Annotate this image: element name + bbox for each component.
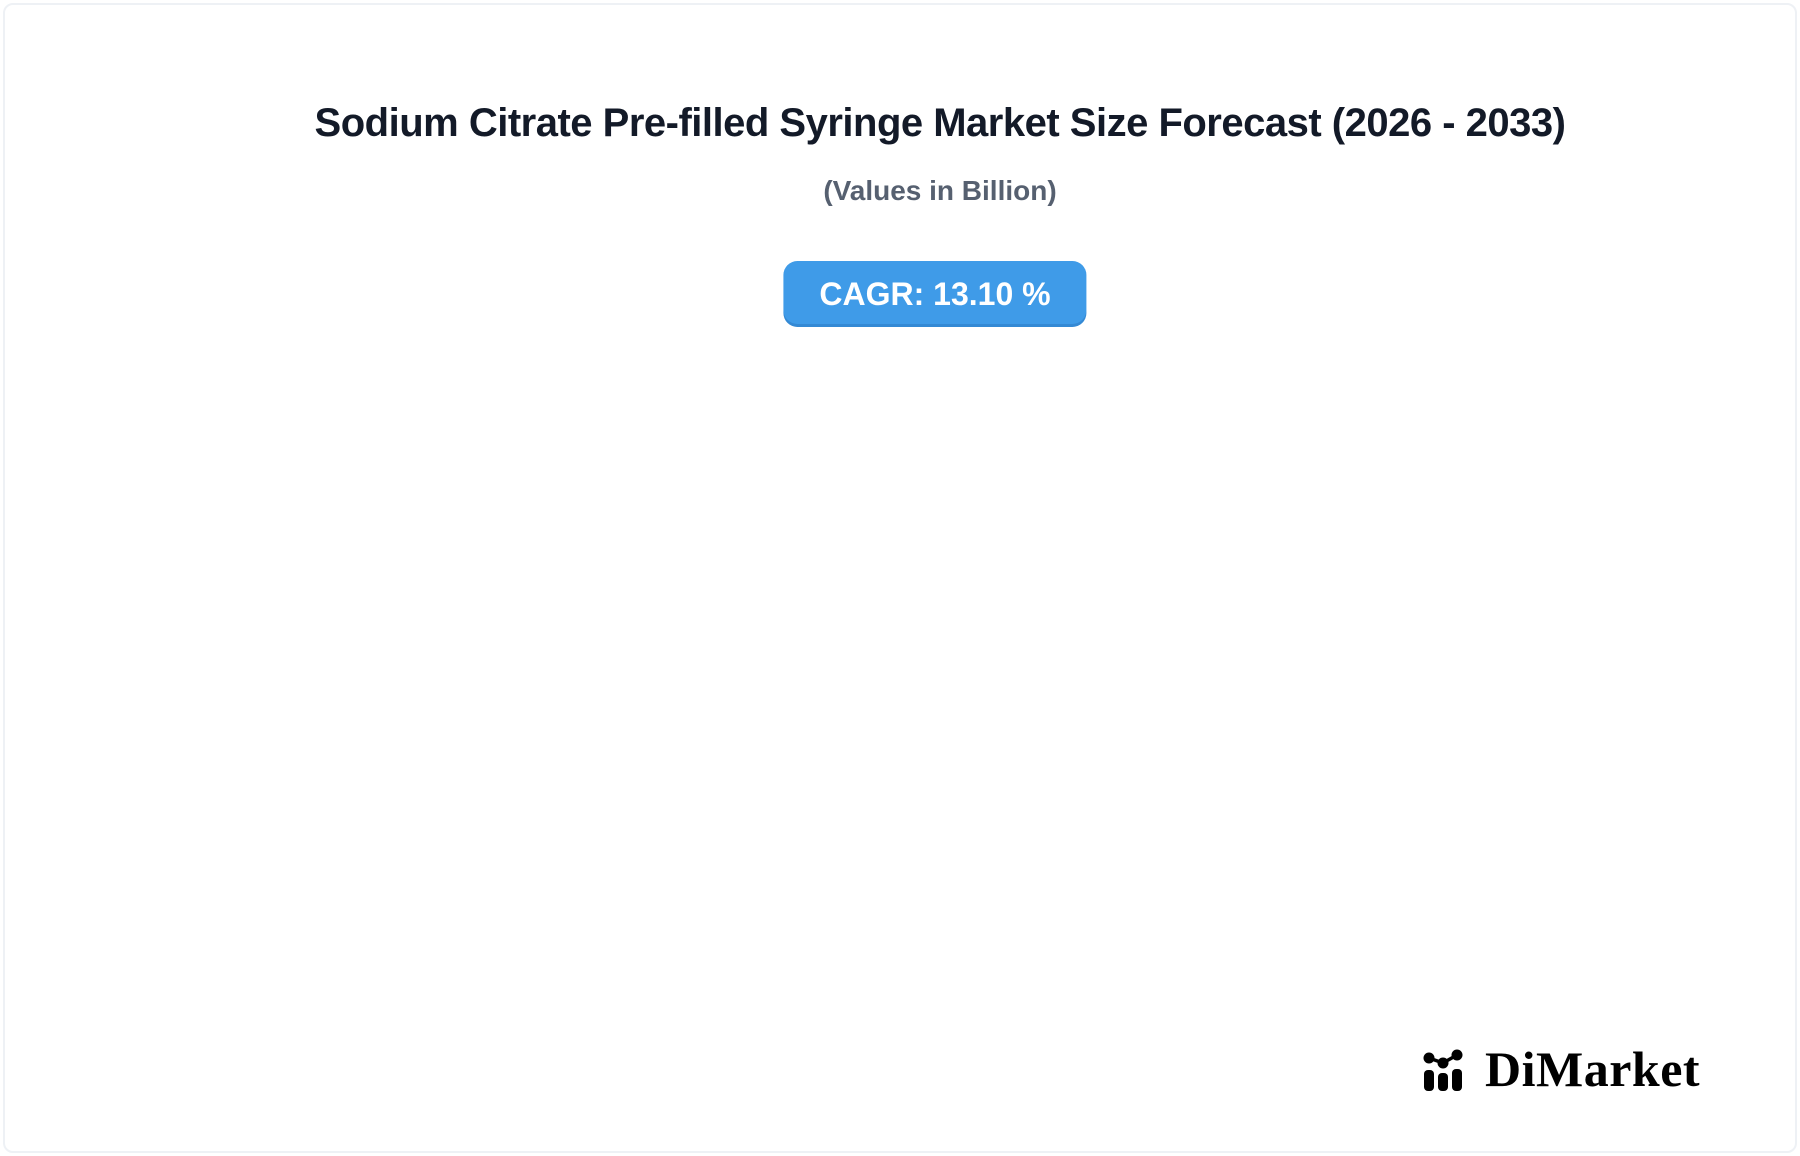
- logo-dot-3: [1451, 1049, 1463, 1061]
- logo-bar-3: [1452, 1069, 1462, 1091]
- bar-chart-logo-icon: [1423, 1049, 1463, 1091]
- chart-card: Sodium Citrate Pre-filled Syringe Market…: [3, 3, 1797, 1153]
- dimarket-logo: DiMarket: [1423, 1041, 1700, 1095]
- logo-dot-2: [1437, 1057, 1449, 1069]
- logo-dot-1: [1423, 1052, 1435, 1064]
- chart-subtitle: (Values in Billion): [823, 175, 1057, 206]
- cagr-badge: CAGR: 13.10 %: [783, 261, 1087, 327]
- logo-bar-1: [1424, 1070, 1434, 1091]
- chart-svg: [5, 5, 1800, 1156]
- logo-bar-2: [1438, 1073, 1448, 1091]
- chart-title: Sodium Citrate Pre-filled Syringe Market…: [314, 101, 1566, 145]
- dimarket-logo-text: DiMarket: [1485, 1041, 1701, 1097]
